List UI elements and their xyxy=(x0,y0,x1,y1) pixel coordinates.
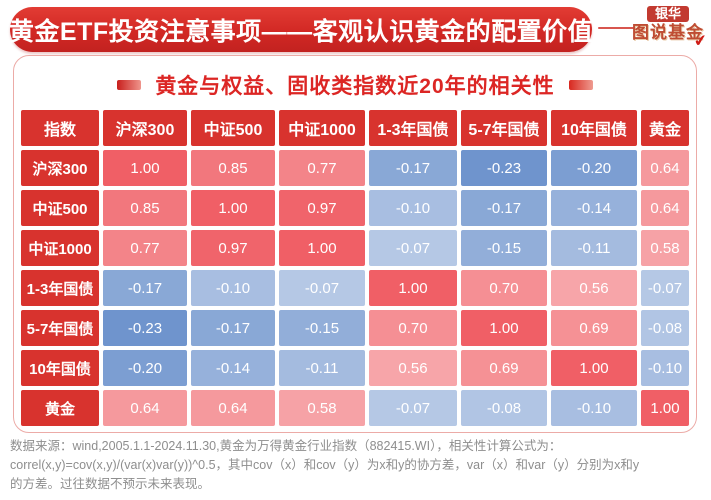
column-header-cell: 中证500 xyxy=(191,110,275,146)
correlation-value-cell: -0.15 xyxy=(279,310,365,346)
column-header-cell: 沪深300 xyxy=(103,110,187,146)
correlation-value-cell: -0.08 xyxy=(461,390,547,426)
row-header-cell: 中证1000 xyxy=(21,230,99,266)
content-panel: 黄金与权益、固收类指数近20年的相关性 指数 沪深300 中证500 中证1000 1-… xyxy=(13,55,697,433)
data-source-line: 的方差。过往数据不预示未来表现。 xyxy=(10,476,211,491)
correlation-value-cell: 0.97 xyxy=(279,190,365,226)
title-dash-left-icon xyxy=(117,80,142,90)
correlation-value-cell: 1.00 xyxy=(641,390,689,426)
correlation-value-cell: -0.11 xyxy=(551,230,637,266)
correlation-value-cell: 1.00 xyxy=(551,350,637,386)
correlation-value-cell: -0.07 xyxy=(369,390,457,426)
correlation-value-cell: 0.97 xyxy=(191,230,275,266)
row-header-cell: 1-3年国债 xyxy=(21,270,99,306)
correlation-value-cell: -0.14 xyxy=(551,190,637,226)
column-header-cell: 5-7年国债 xyxy=(461,110,547,146)
row-header-cell: 黄金 xyxy=(21,390,99,426)
correlation-value-cell: -0.17 xyxy=(369,150,457,186)
correlation-value-cell: -0.17 xyxy=(103,270,187,306)
correlation-value-cell: 0.64 xyxy=(191,390,275,426)
correlation-value-cell: 0.77 xyxy=(103,230,187,266)
corner-header-cell: 指数 xyxy=(21,110,99,146)
banner: 黄金ETF投资注意事项——客观认识黄金的配置价值 xyxy=(8,7,594,52)
correlation-value-cell: 0.85 xyxy=(103,190,187,226)
correlation-value-cell: 1.00 xyxy=(461,310,547,346)
correlation-value-cell: 0.64 xyxy=(641,150,689,186)
correlation-value-cell: 0.56 xyxy=(551,270,637,306)
column-header-cell: 中证1000 xyxy=(279,110,365,146)
row-header-cell: 中证500 xyxy=(21,190,99,226)
correlation-value-cell: -0.20 xyxy=(103,350,187,386)
correlation-value-cell: -0.08 xyxy=(641,310,689,346)
correlation-value-cell: 0.85 xyxy=(191,150,275,186)
correlation-value-cell: 0.64 xyxy=(641,190,689,226)
checkmark-icon: ✔ xyxy=(692,31,709,51)
data-source-line: 数据来源：wind,2005.1.1-2024.11.30,黄金为万得黄金行业指… xyxy=(10,439,562,453)
correlation-value-cell: 1.00 xyxy=(279,230,365,266)
correlation-value-cell: 0.70 xyxy=(369,310,457,346)
correlation-value-cell: -0.11 xyxy=(279,350,365,386)
data-source-line: correl(x,y)=cov(x,y)/(var(x)var(y))^0.5，… xyxy=(10,457,640,472)
correlation-value-cell: 0.70 xyxy=(461,270,547,306)
column-header-cell: 10年国债 xyxy=(551,110,637,146)
correlation-table: 指数 沪深300 中证500 中证1000 1-3年国债 5-7年国债 10年国债 黄金 沪深3… xyxy=(21,110,689,426)
brand-logo: 银华 图说基金 ✔ xyxy=(630,5,708,51)
correlation-value-cell: 0.69 xyxy=(551,310,637,346)
correlation-value-cell: 0.77 xyxy=(279,150,365,186)
banner-connector-line xyxy=(598,27,636,29)
page-title: 黄金ETF投资注意事项——客观认识黄金的配置价值 xyxy=(8,17,594,46)
correlation-value-cell: -0.10 xyxy=(191,270,275,306)
correlation-value-cell: -0.07 xyxy=(641,270,689,306)
correlation-value-cell: 0.58 xyxy=(279,390,365,426)
column-header-cell: 黄金 xyxy=(641,110,689,146)
correlation-value-cell: -0.15 xyxy=(461,230,547,266)
correlation-value-cell: -0.17 xyxy=(191,310,275,346)
correlation-value-cell: 1.00 xyxy=(369,270,457,306)
correlation-value-cell: -0.10 xyxy=(369,190,457,226)
correlation-value-cell: -0.17 xyxy=(461,190,547,226)
row-header-cell: 沪深300 xyxy=(21,150,99,186)
correlation-value-cell: 0.58 xyxy=(641,230,689,266)
data-source-note: 数据来源：wind,2005.1.1-2024.11.30,黄金为万得黄金行业指… xyxy=(10,437,708,493)
correlation-value-cell: 1.00 xyxy=(191,190,275,226)
brand-name-badge: 银华 xyxy=(646,6,689,23)
correlation-value-cell: -0.14 xyxy=(191,350,275,386)
correlation-value-cell: 0.64 xyxy=(103,390,187,426)
title-dash-right-icon xyxy=(568,80,593,90)
correlation-value-cell: -0.10 xyxy=(551,390,637,426)
row-header-cell: 10年国债 xyxy=(21,350,99,386)
correlation-value-cell: -0.07 xyxy=(369,230,457,266)
correlation-value-cell: -0.07 xyxy=(279,270,365,306)
column-header-cell: 1-3年国债 xyxy=(369,110,457,146)
brand-series-label: 图说基金 xyxy=(632,22,704,42)
section-title: 黄金与权益、固收类指数近20年的相关性 xyxy=(155,75,555,98)
correlation-value-cell: 0.56 xyxy=(369,350,457,386)
correlation-value-cell: -0.10 xyxy=(641,350,689,386)
correlation-value-cell: -0.20 xyxy=(551,150,637,186)
correlation-value-cell: -0.23 xyxy=(103,310,187,346)
section-title-row: 黄金与权益、固收类指数近20年的相关性 xyxy=(14,70,696,100)
correlation-value-cell: -0.23 xyxy=(461,150,547,186)
correlation-value-cell: 1.00 xyxy=(103,150,187,186)
correlation-value-cell: 0.69 xyxy=(461,350,547,386)
row-header-cell: 5-7年国债 xyxy=(21,310,99,346)
